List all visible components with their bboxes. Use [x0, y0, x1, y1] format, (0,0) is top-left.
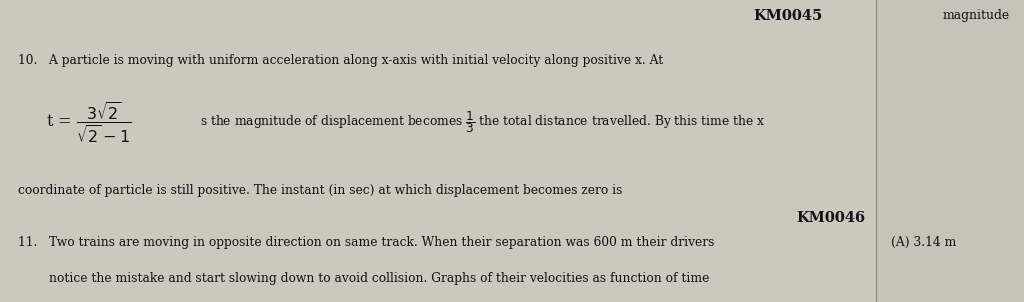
- Text: t = $\dfrac{3\sqrt{2}}{\sqrt{2}-1}$: t = $\dfrac{3\sqrt{2}}{\sqrt{2}-1}$: [46, 100, 132, 145]
- Bar: [876, 0, 1024, 302]
- Text: s the magnitude of displacement becomes $\dfrac{1}{3}$ the total distance travel: s the magnitude of displacement becomes …: [200, 109, 765, 135]
- Text: KM0045: KM0045: [754, 9, 823, 23]
- Text: (A) 3.14 m: (A) 3.14 m: [891, 236, 956, 249]
- Text: KM0046: KM0046: [796, 211, 865, 225]
- Text: coordinate of particle is still positive. The instant (in sec) at which displace: coordinate of particle is still positive…: [18, 184, 623, 197]
- Text: 11.   Two trains are moving in opposite direction on same track. When their sepa: 11. Two trains are moving in opposite di…: [18, 236, 715, 249]
- Text: 10.   A particle is moving with uniform acceleration along x-axis with initial v: 10. A particle is moving with uniform ac…: [18, 54, 664, 67]
- Text: notice the mistake and start slowing down to avoid collision. Graphs of their ve: notice the mistake and start slowing dow…: [18, 272, 710, 285]
- Text: magnitude: magnitude: [942, 9, 1010, 22]
